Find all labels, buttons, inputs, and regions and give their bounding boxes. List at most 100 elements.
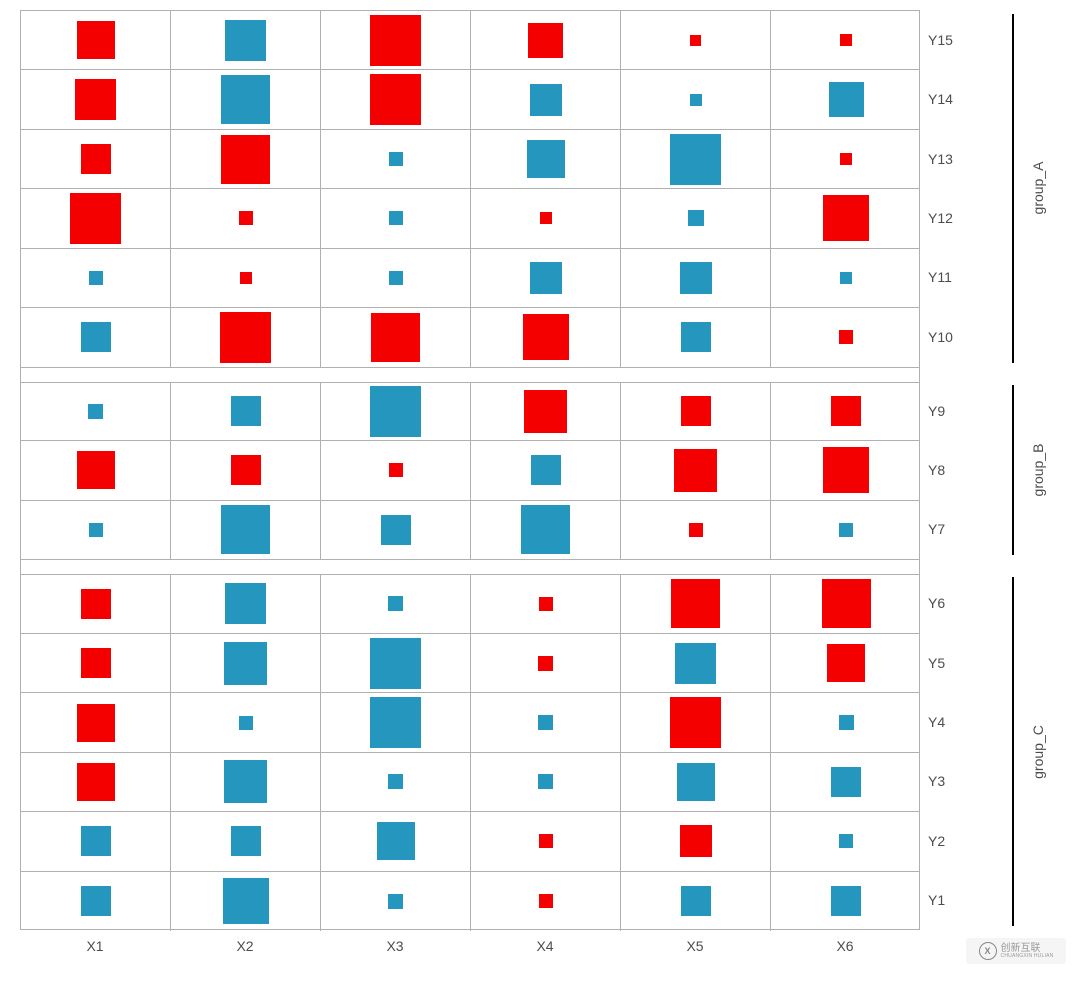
size-marker — [77, 451, 115, 489]
grid-cell — [21, 130, 171, 188]
size-marker — [221, 135, 270, 184]
size-marker — [225, 583, 266, 624]
grid-cell — [321, 441, 471, 499]
y-axis-tick-label: Y7 — [928, 521, 945, 537]
grid-cell — [21, 308, 171, 366]
size-marker — [540, 212, 552, 224]
grid-cell — [471, 11, 621, 69]
grid-cell — [321, 693, 471, 751]
size-marker — [690, 94, 702, 106]
grid-cell — [621, 70, 771, 128]
grid-row — [21, 501, 919, 560]
y-axis-tick-label: Y15 — [928, 32, 953, 48]
grid-cell — [171, 249, 321, 307]
size-marker — [231, 396, 261, 426]
y-axis-labels: Y15Y14Y13Y12Y11Y10Y9Y8Y7Y6Y5Y4Y3Y2Y1 — [928, 10, 968, 930]
grid-cell — [771, 574, 921, 632]
size-marker — [829, 82, 864, 117]
grid-cell — [471, 872, 621, 931]
grid-cell — [21, 872, 171, 931]
size-marker — [839, 834, 853, 848]
grid-row — [21, 872, 919, 931]
size-marker — [524, 390, 567, 433]
x-axis-tick-label: X1 — [86, 938, 103, 954]
grid-cell — [21, 382, 171, 440]
size-marker — [688, 210, 704, 226]
grid-cell — [21, 574, 171, 632]
size-marker — [370, 74, 421, 125]
size-marker — [81, 648, 111, 678]
grid-cell — [171, 812, 321, 870]
grid-row — [21, 130, 919, 189]
size-marker — [831, 886, 861, 916]
size-marker — [539, 597, 553, 611]
y-axis-tick-label: Y12 — [928, 210, 953, 226]
grid-cell — [21, 812, 171, 870]
grid-cell — [621, 189, 771, 247]
grid-cell — [321, 382, 471, 440]
grid-cell — [171, 308, 321, 366]
group-brackets: group_Agroup_Bgroup_C — [980, 10, 1070, 930]
size-marker — [75, 79, 116, 120]
grid-cell — [171, 70, 321, 128]
grid-cell — [321, 11, 471, 69]
y-axis-tick-label: Y14 — [928, 91, 953, 107]
group-label: group_A — [1030, 162, 1046, 215]
size-marker — [677, 763, 715, 801]
grid-cell — [471, 441, 621, 499]
size-marker — [681, 322, 711, 352]
grid-cell — [321, 574, 471, 632]
group-bracket-line — [1012, 577, 1014, 926]
grid-cell — [621, 308, 771, 366]
plot-area — [20, 10, 920, 930]
size-marker — [388, 596, 403, 611]
size-marker — [239, 211, 253, 225]
grid-row — [21, 812, 919, 871]
grid-row — [21, 70, 919, 129]
row-gap — [21, 368, 919, 382]
size-marker — [240, 272, 252, 284]
grid-cell — [171, 574, 321, 632]
y-axis-tick-label: Y9 — [928, 403, 945, 419]
y-axis-tick-label: Y13 — [928, 151, 953, 167]
size-marker — [840, 272, 852, 284]
grid-cell — [771, 70, 921, 128]
size-marker — [221, 75, 270, 124]
size-marker — [681, 886, 711, 916]
grid-cell — [771, 441, 921, 499]
grid-cell — [21, 11, 171, 69]
size-marker — [81, 322, 111, 352]
grid-cell — [621, 249, 771, 307]
size-marker — [538, 656, 553, 671]
grid-cell — [771, 634, 921, 692]
grid-row — [21, 634, 919, 693]
size-marker — [389, 211, 403, 225]
grid-cell — [171, 634, 321, 692]
size-marker — [538, 715, 553, 730]
grid-cell — [621, 693, 771, 751]
grid-cell — [771, 308, 921, 366]
grid-cell — [171, 189, 321, 247]
y-axis-tick-label: Y2 — [928, 833, 945, 849]
grid-row — [21, 753, 919, 812]
grid-row — [21, 574, 919, 633]
grid-row — [21, 382, 919, 441]
size-marker — [538, 774, 553, 789]
grid-cell — [471, 308, 621, 366]
grid-cell — [771, 501, 921, 559]
grid-cell — [771, 11, 921, 69]
grid-cell — [321, 812, 471, 870]
size-marker — [671, 579, 720, 628]
grid-cell — [321, 308, 471, 366]
size-marker — [371, 313, 420, 362]
size-marker — [225, 20, 266, 61]
size-marker — [840, 34, 852, 46]
size-marker — [827, 644, 865, 682]
size-marker — [839, 715, 854, 730]
group-bracket-line — [1012, 385, 1014, 555]
grid-cell — [21, 501, 171, 559]
y-axis-tick-label: Y4 — [928, 714, 945, 730]
size-marker — [70, 193, 121, 244]
grid-cell — [171, 130, 321, 188]
grid-cell — [321, 872, 471, 931]
